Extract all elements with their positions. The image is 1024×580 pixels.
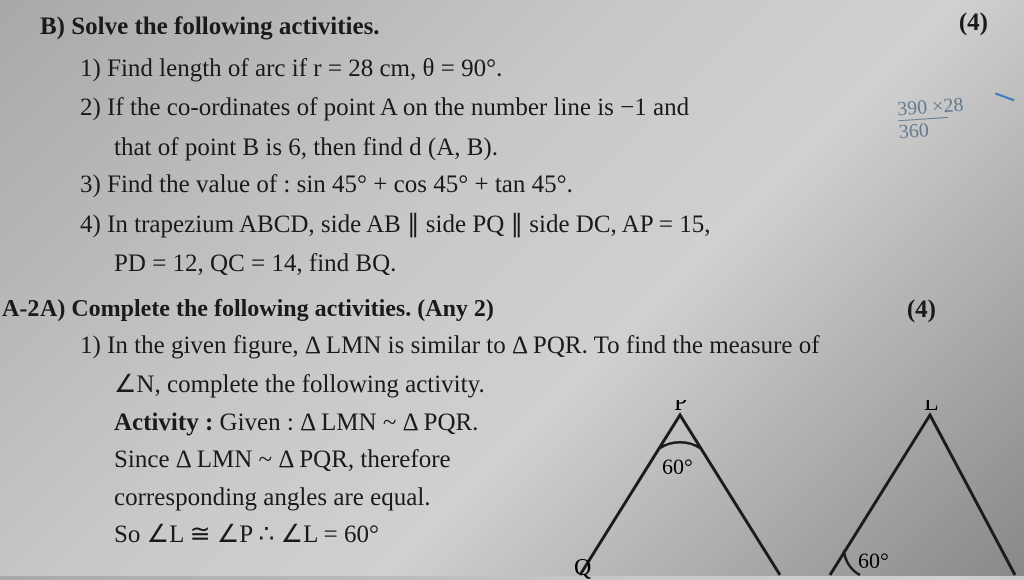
section-a2-header: A) Complete the following activities. (A… bbox=[40, 296, 494, 322]
label-l: L bbox=[924, 400, 939, 416]
triangle-pqr: P 60° Q bbox=[574, 400, 780, 580]
section-a2-prefix: A-2 bbox=[2, 291, 39, 327]
label-q: Q bbox=[574, 555, 591, 580]
section-b-header: B) Solve the following activities. bbox=[40, 8, 984, 46]
marks-label-b: (4) bbox=[959, 4, 988, 42]
label-p: P bbox=[674, 400, 687, 416]
question-a2-1-line1: 1) In the given figure, Δ LMN is similar… bbox=[80, 327, 984, 365]
question-b1: 1) Find length of arc if r = 28 cm, θ = … bbox=[80, 50, 984, 88]
question-b2-line2: that of point B is 6, then find d (A, B)… bbox=[80, 129, 984, 167]
question-b4-line1: 4) In trapezium ABCD, side AB ∥ side PQ … bbox=[80, 206, 984, 244]
question-b4-line2: PD = 12, QC = 14, find BQ. bbox=[80, 245, 984, 283]
question-b2-line1: 2) If the co-ordinates of point A on the… bbox=[80, 89, 984, 127]
triangle-figures: P 60° Q L 60° bbox=[560, 400, 1020, 576]
triangle-lmn: L 60° bbox=[830, 400, 1015, 575]
label-angle-60-n: 60° bbox=[858, 548, 889, 573]
handwritten-scribble: 390 ×28 360 bbox=[896, 94, 965, 144]
label-angle-60-p: 60° bbox=[662, 454, 693, 479]
marks-label-a2: (4) bbox=[907, 291, 936, 329]
question-b3: 3) Find the value of : sin 45° + cos 45°… bbox=[80, 166, 984, 204]
question-a2-1-line2: ∠N, complete the following activity. bbox=[80, 366, 984, 404]
